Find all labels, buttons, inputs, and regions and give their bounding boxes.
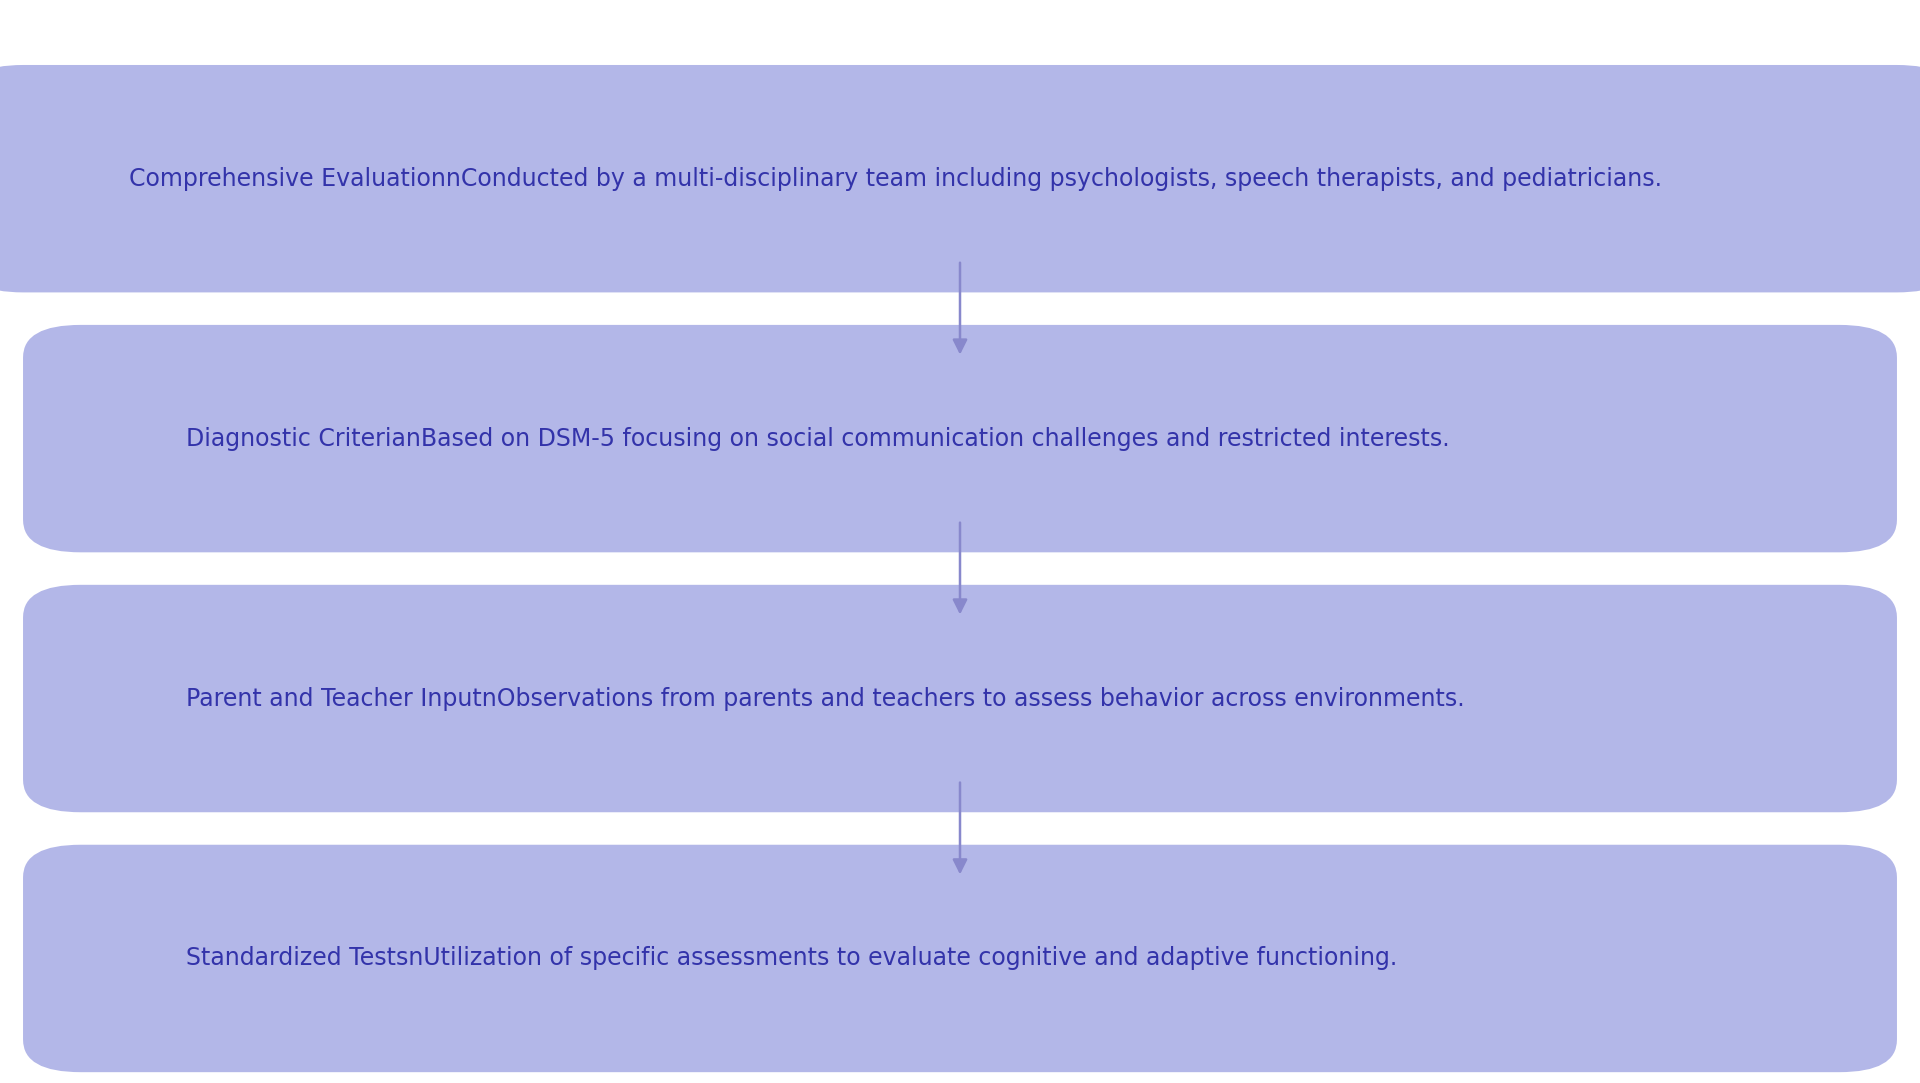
Text: Parent and Teacher InputnObservations from parents and teachers to assess behavi: Parent and Teacher InputnObservations fr… bbox=[186, 687, 1465, 710]
FancyBboxPatch shape bbox=[23, 845, 1897, 1072]
Text: Diagnostic CriterianBased on DSM-5 focusing on social communication challenges a: Diagnostic CriterianBased on DSM-5 focus… bbox=[186, 427, 1450, 451]
Text: Standardized TestsnUtilization of specific assessments to evaluate cognitive and: Standardized TestsnUtilization of specif… bbox=[186, 947, 1398, 970]
FancyBboxPatch shape bbox=[0, 65, 1920, 292]
FancyBboxPatch shape bbox=[23, 585, 1897, 812]
Text: Comprehensive EvaluationnConducted by a multi-disciplinary team including psycho: Comprehensive EvaluationnConducted by a … bbox=[129, 167, 1661, 191]
FancyBboxPatch shape bbox=[23, 325, 1897, 552]
